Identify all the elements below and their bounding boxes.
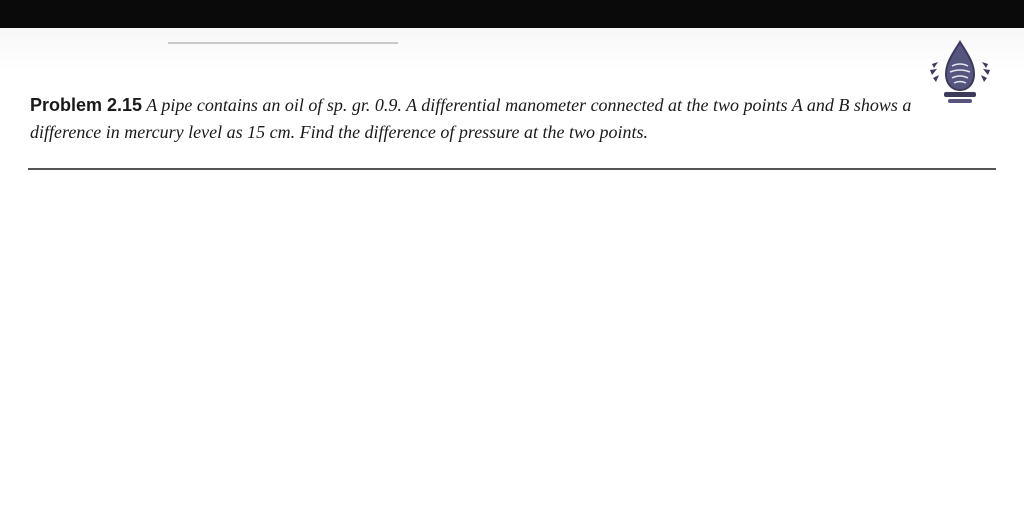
- problem-paragraph: Problem 2.15 A pipe contains an oil of s…: [28, 92, 996, 146]
- emblem-icon: [924, 38, 996, 110]
- document-content: Problem 2.15 A pipe contains an oil of s…: [0, 28, 1024, 170]
- problem-label: Problem 2.15: [30, 95, 142, 115]
- institutional-emblem-logo: [924, 38, 996, 110]
- top-black-bar: [0, 0, 1024, 28]
- problem-body-text: A pipe contains an oil of sp. gr. 0.9. A…: [30, 95, 911, 142]
- bottom-divider-rule: [28, 168, 996, 170]
- top-subtle-rule: [168, 42, 398, 44]
